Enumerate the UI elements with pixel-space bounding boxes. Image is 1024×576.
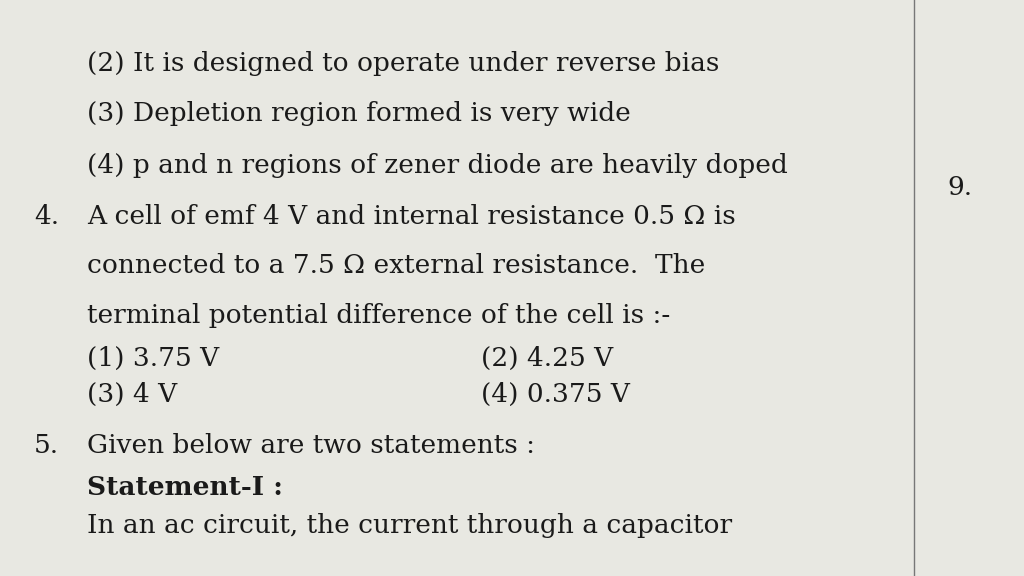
Text: terminal potential difference of the cell is :-: terminal potential difference of the cel…: [87, 302, 671, 328]
Text: 4.: 4.: [34, 204, 59, 229]
Text: (3) 4 V: (3) 4 V: [87, 382, 177, 407]
Text: Statement-I :: Statement-I :: [87, 475, 283, 500]
Text: (2) 4.25 V: (2) 4.25 V: [481, 346, 613, 370]
Text: connected to a 7.5 Ω external resistance.  The: connected to a 7.5 Ω external resistance…: [87, 253, 706, 278]
Text: Given below are two statements :: Given below are two statements :: [87, 433, 535, 458]
Text: 9.: 9.: [947, 175, 973, 200]
Text: In an ac circuit, the current through a capacitor: In an ac circuit, the current through a …: [87, 513, 732, 539]
Text: (1) 3.75 V: (1) 3.75 V: [87, 346, 219, 370]
Text: 5.: 5.: [34, 433, 59, 458]
Text: (4) p and n regions of zener diode are heavily doped: (4) p and n regions of zener diode are h…: [87, 153, 787, 178]
Text: (3) Depletion region formed is very wide: (3) Depletion region formed is very wide: [87, 101, 631, 126]
Text: (2) It is designed to operate under reverse bias: (2) It is designed to operate under reve…: [87, 51, 720, 76]
Text: A cell of emf 4 V and internal resistance 0.5 Ω is: A cell of emf 4 V and internal resistanc…: [87, 204, 736, 229]
Text: (4) 0.375 V: (4) 0.375 V: [481, 382, 630, 407]
